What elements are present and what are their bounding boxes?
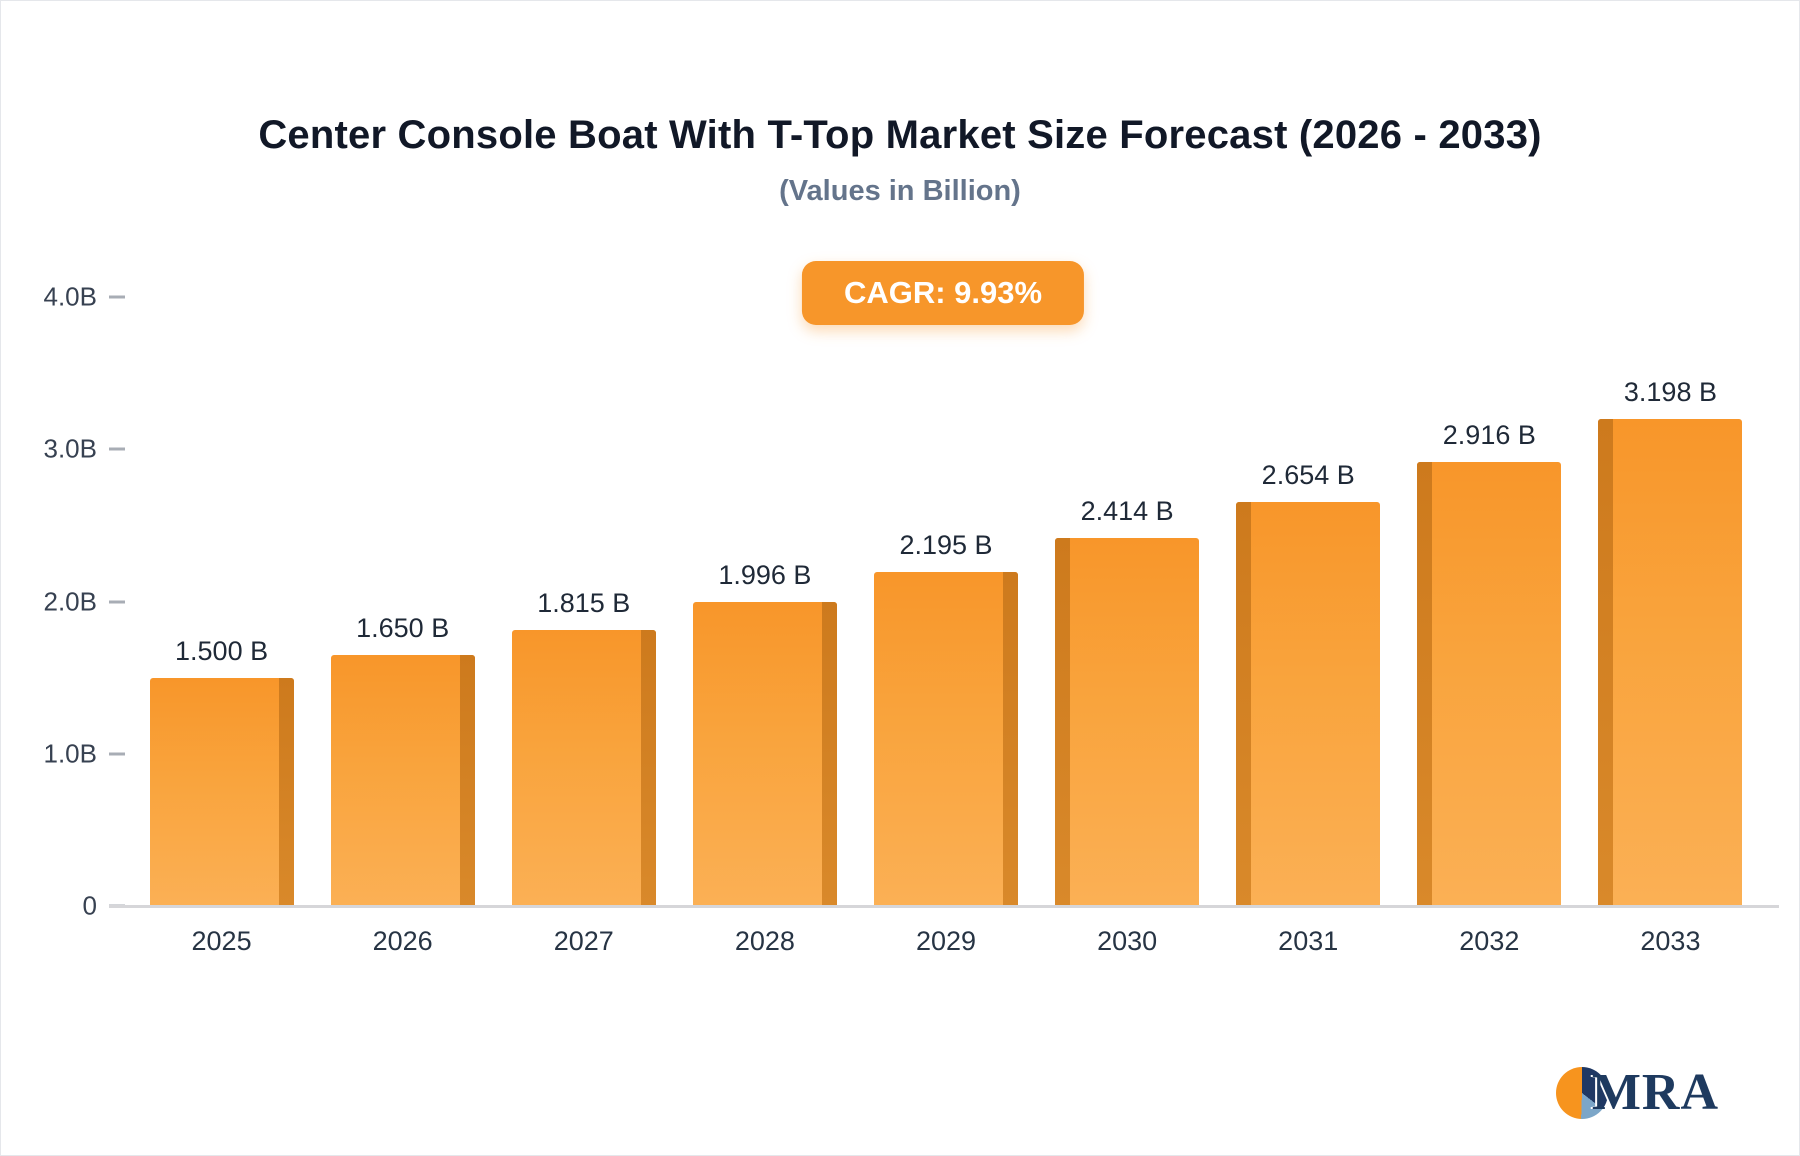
x-axis-label: 2033 bbox=[1640, 926, 1701, 956]
bar-group: 1.996 B bbox=[674, 297, 855, 906]
bar-value-label: 1.815 B bbox=[537, 587, 631, 618]
bar-value-label: 1.650 B bbox=[356, 612, 450, 643]
y-tick: 2.0B bbox=[5, 586, 125, 617]
bar-2032[interactable] bbox=[1417, 462, 1562, 906]
cagr-badge: CAGR: 9.93% bbox=[801, 261, 1085, 325]
bar-2030[interactable] bbox=[1055, 538, 1200, 906]
bar-2029[interactable] bbox=[873, 571, 1018, 906]
bar-group: 3.198 B bbox=[1580, 297, 1761, 906]
chart-subtitle: (Values in Billion) bbox=[779, 175, 1021, 207]
bar-2031[interactable] bbox=[1236, 501, 1381, 906]
bar-side-face bbox=[821, 602, 837, 906]
x-axis-labels: 2025 2026 2027 2028 2029 2030 2031 2032 2033 bbox=[131, 926, 1761, 957]
y-tick-mark bbox=[109, 752, 125, 756]
bar-group: 2.414 B bbox=[1037, 297, 1218, 906]
x-axis-label: 2029 bbox=[915, 926, 977, 956]
bar-side-face bbox=[1055, 538, 1071, 906]
x-axis-line bbox=[109, 905, 1779, 908]
bar-side-face bbox=[1417, 462, 1433, 906]
bar-value-label: 1.500 B bbox=[175, 635, 269, 666]
bar-2025[interactable] bbox=[149, 677, 294, 906]
y-tick-label: 2.0B bbox=[43, 586, 98, 616]
x-axis-label: 2031 bbox=[1278, 926, 1339, 956]
bars-container: 1.500 B 1.650 B 1.815 B 1.996 B 2.195 B 2.414… bbox=[131, 297, 1761, 906]
bar-value-label: 2.414 B bbox=[1080, 496, 1174, 527]
y-tick-mark bbox=[109, 600, 125, 603]
bar-value-label: 1.996 B bbox=[718, 560, 812, 591]
bar-side-face bbox=[459, 654, 475, 906]
y-tick: 3.0B bbox=[5, 434, 125, 465]
bar-side-face bbox=[278, 677, 294, 906]
x-axis-label: 2030 bbox=[1097, 926, 1158, 956]
bar-value-label: 3.198 B bbox=[1623, 377, 1717, 408]
x-axis-label: 2026 bbox=[372, 926, 433, 956]
y-tick-label: 0 bbox=[82, 890, 97, 921]
mra-logo-text: MRA bbox=[1591, 1064, 1719, 1121]
bar-side-face bbox=[1236, 501, 1252, 906]
bar-group: 2.654 B bbox=[1218, 297, 1399, 906]
y-tick-label: 3.0B bbox=[43, 433, 98, 464]
y-tick-mark bbox=[109, 447, 125, 451]
bar-side-face bbox=[1002, 571, 1018, 906]
x-axis-label: 2027 bbox=[553, 926, 614, 956]
bar-side-face bbox=[1598, 419, 1614, 906]
y-tick: 1.0B bbox=[5, 738, 125, 769]
x-axis-label: 2025 bbox=[191, 926, 252, 956]
bar-value-label: 2.195 B bbox=[899, 529, 993, 560]
bar-2027[interactable] bbox=[511, 629, 656, 906]
y-tick-label: 1.0B bbox=[43, 738, 98, 769]
y-tick: 4.0B bbox=[5, 282, 125, 313]
bar-value-label: 2.916 B bbox=[1442, 420, 1536, 451]
bar-2028[interactable] bbox=[692, 602, 837, 906]
bar-group: 1.815 B bbox=[493, 297, 674, 906]
bar-side-face bbox=[640, 629, 656, 906]
mra-logo-pie-icon bbox=[1555, 1067, 1608, 1119]
bar-2033[interactable] bbox=[1598, 419, 1743, 906]
x-axis-label: 2032 bbox=[1459, 926, 1520, 956]
y-tick: 0 bbox=[5, 891, 125, 922]
bar-2026[interactable] bbox=[330, 654, 475, 906]
y-tick-label: 4.0B bbox=[43, 281, 98, 312]
bar-value-label: 2.654 B bbox=[1261, 459, 1355, 490]
bar-group: 1.650 B bbox=[312, 297, 493, 906]
x-axis-label: 2028 bbox=[734, 926, 795, 956]
bar-group: 2.916 B bbox=[1399, 297, 1580, 906]
y-tick-mark bbox=[109, 295, 125, 299]
chart-title: Center Console Boat With T-Top Market Si… bbox=[258, 113, 1542, 157]
mra-logo: MRA bbox=[1555, 1064, 1719, 1121]
bar-group: 1.500 B bbox=[131, 297, 312, 906]
bar-group: 2.195 B bbox=[855, 297, 1036, 906]
